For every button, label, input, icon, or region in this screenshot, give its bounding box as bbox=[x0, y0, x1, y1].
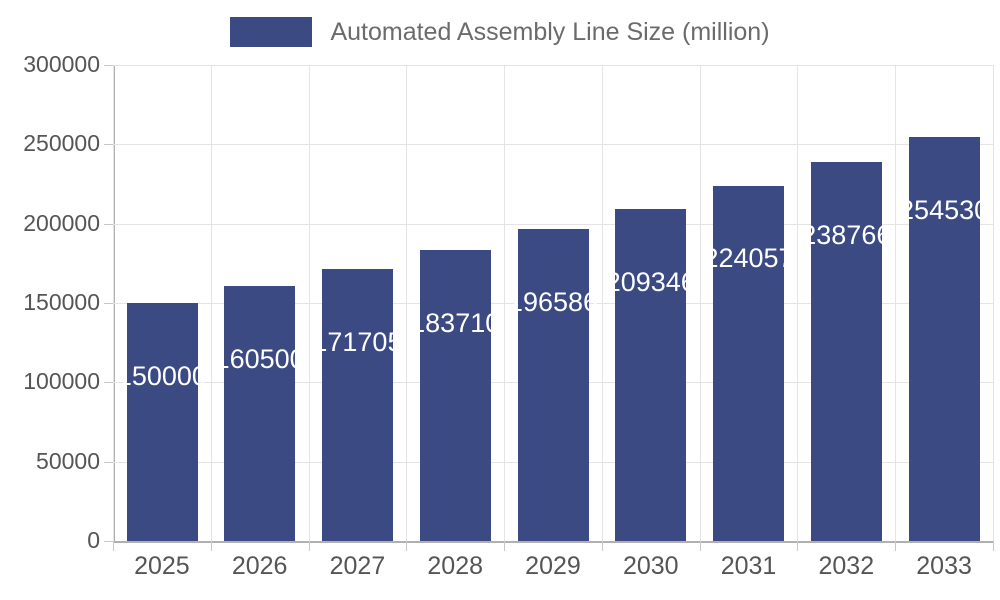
x-tick-label-2030: 2030 bbox=[622, 552, 679, 580]
x-tick-mark-9 bbox=[993, 541, 994, 551]
bar-2027[interactable] bbox=[322, 268, 394, 541]
x-tick-label-2029: 2029 bbox=[525, 552, 581, 580]
bar-group-2033: 254530 bbox=[895, 65, 993, 541]
x-tick-mark-8 bbox=[895, 541, 896, 551]
bar-2029[interactable] bbox=[517, 229, 589, 541]
gridline-y-0 bbox=[113, 541, 993, 543]
x-tick-mark-0 bbox=[113, 541, 114, 551]
x-tick-label-2026: 2026 bbox=[231, 552, 288, 580]
x-tick-mark-3 bbox=[406, 541, 407, 551]
x-tick-mark-7 bbox=[797, 541, 798, 551]
gridline-x-7 bbox=[797, 65, 798, 541]
legend-swatch-automated-assembly-line-size bbox=[230, 17, 313, 47]
bar-2028[interactable] bbox=[419, 249, 491, 541]
gridline-y-250000 bbox=[113, 144, 993, 146]
bar-2031[interactable] bbox=[713, 185, 785, 541]
bar-2030[interactable] bbox=[615, 208, 687, 541]
gridline-x-4 bbox=[504, 65, 505, 541]
x-tick-label-2028: 2028 bbox=[427, 552, 484, 580]
gridline-y-300000 bbox=[113, 65, 993, 66]
x-tick-mark-5 bbox=[602, 541, 603, 551]
x-tick-mark-1 bbox=[211, 541, 212, 551]
x-tick-mark-2 bbox=[309, 541, 310, 551]
x-tick-label-2027: 2027 bbox=[329, 552, 386, 580]
bar-group-2027: 171705 bbox=[309, 65, 407, 541]
gridline-x-8 bbox=[895, 65, 896, 541]
bar-series-automated-assembly-line-size: 150000 160500 171705 183710 196586 209346 2240… bbox=[113, 65, 993, 541]
x-tick-mark-6 bbox=[700, 541, 701, 551]
bar-2032[interactable] bbox=[810, 162, 882, 541]
bar-group-2025: 150000 bbox=[113, 65, 211, 541]
chart-legend: Automated Assembly Line Size (million) bbox=[0, 12, 1000, 52]
x-tick-label-2025: 2025 bbox=[134, 552, 190, 580]
legend-label-automated-assembly-line-size: Automated Assembly Line Size (million) bbox=[330, 18, 770, 46]
gridline-x-5 bbox=[602, 65, 603, 541]
y-tick-mark-0 bbox=[104, 541, 113, 542]
bar-2033[interactable] bbox=[908, 137, 980, 541]
y-tick-mark-100000 bbox=[104, 382, 113, 384]
bar-group-2032: 238766 bbox=[797, 65, 895, 541]
x-tick-label-2032: 2032 bbox=[818, 552, 875, 580]
gridline-y-200000 bbox=[113, 223, 993, 225]
bar-group-2031: 224057 bbox=[700, 65, 798, 541]
y-tick-label-50000: 50000 bbox=[36, 447, 100, 474]
y-tick-mark-50000 bbox=[104, 461, 113, 463]
gridline-x-3 bbox=[406, 65, 407, 541]
y-tick-mark-300000 bbox=[104, 65, 113, 66]
gridline-x-1 bbox=[211, 65, 212, 541]
y-tick-label-300000: 300000 bbox=[23, 51, 100, 77]
plot-area: 150000 160500 171705 183710 196586 209346 2240… bbox=[113, 65, 994, 543]
x-tick-label-2033: 2033 bbox=[916, 552, 972, 580]
bar-2025[interactable] bbox=[126, 303, 198, 541]
x-tick-label-2031: 2031 bbox=[720, 552, 777, 580]
y-tick-mark-150000 bbox=[104, 303, 113, 304]
gridline-x-0 bbox=[113, 65, 114, 541]
bar-2026[interactable] bbox=[224, 286, 296, 541]
gridline-x-2 bbox=[309, 65, 310, 541]
y-tick-mark-250000 bbox=[104, 144, 113, 146]
y-tick-mark-200000 bbox=[104, 223, 113, 225]
y-tick-label-150000: 150000 bbox=[23, 289, 100, 315]
y-tick-label-250000: 250000 bbox=[23, 130, 100, 157]
y-tick-label-200000: 200000 bbox=[23, 209, 100, 236]
bar-group-2030: 209346 bbox=[602, 65, 700, 541]
y-tick-label-100000: 100000 bbox=[23, 368, 100, 395]
gridline-x-6 bbox=[700, 65, 701, 541]
gridline-x-9 bbox=[993, 65, 994, 541]
bar-group-2029: 196586 bbox=[504, 65, 602, 541]
y-tick-label-0: 0 bbox=[87, 527, 100, 553]
bar-group-2028: 183710 bbox=[406, 65, 504, 541]
x-tick-mark-4 bbox=[504, 541, 505, 551]
bar-group-2026: 160500 bbox=[211, 65, 309, 541]
